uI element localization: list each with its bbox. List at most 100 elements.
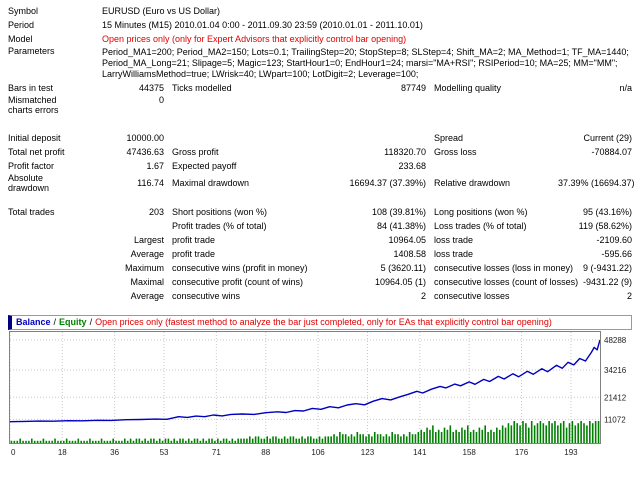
stat-value: 47436.63 — [126, 146, 164, 157]
parameters-label: Parameters — [8, 46, 55, 56]
svg-text:0: 0 — [11, 448, 16, 457]
model-value: Open prices only (only for Expert Adviso… — [102, 33, 407, 44]
row-period: Period 15 Minutes (M15) 2010.01.04 0:00 … — [8, 18, 632, 32]
stat-value: 233.68 — [398, 160, 426, 171]
model-label: Model — [8, 33, 33, 44]
stat-label: Long positions (won %) — [434, 206, 528, 217]
stat-value: 9 (-9431.22) — [582, 262, 632, 273]
stat-value: 116.74 — [137, 177, 164, 188]
stat-label: Short positions (won %) — [172, 206, 268, 217]
stat-value: 118320.70 — [384, 146, 426, 157]
row-symbol: Symbol EURUSD (Euro vs US Dollar) — [8, 4, 632, 18]
svg-text:71: 71 — [212, 448, 221, 457]
symbol-label: Symbol — [8, 5, 39, 16]
svg-text:11072: 11072 — [604, 415, 626, 424]
row-average-trade: Average profit trade 1408.58 loss trade … — [8, 247, 632, 261]
stat-label: loss trade — [434, 248, 474, 259]
stat-value: 10000.00 — [126, 132, 164, 143]
stat-value: -595.66 — [601, 248, 632, 259]
stat-label: profit trade — [172, 248, 216, 259]
stat-label: Loss trades (% of total) — [434, 220, 527, 231]
row-maximum-consecutive: Maximum consecutive wins (profit in mone… — [8, 261, 632, 275]
row-profit-factor: Profit factor 1.67 Expected payoff 233.6… — [8, 159, 632, 173]
symbol-value: EURUSD (Euro vs US Dollar) — [102, 5, 221, 16]
chart-legend: Balance / Equity / Open prices only (fas… — [8, 315, 632, 330]
svg-text:48288: 48288 — [604, 336, 627, 345]
row-drawdown: Absolute drawdown 116.74 Maximal drawdow… — [8, 173, 635, 193]
svg-text:158: 158 — [463, 448, 477, 457]
stat-label: Spread — [434, 132, 464, 143]
stat-label: Gross profit — [172, 146, 219, 157]
row-total-trades: Total trades 203 Short positions (won %)… — [8, 205, 632, 219]
legend-separator: / — [53, 317, 57, 327]
stat-value: 37.39% (16694.37) — [558, 177, 635, 188]
row-largest: Largest profit trade 10964.05 loss trade… — [8, 233, 632, 247]
stat-value: 87749 — [400, 82, 426, 93]
stat-label: Total trades — [8, 206, 55, 217]
stat-value: 10964.05 (1) — [374, 276, 426, 287]
stat-label: Mismatched charts errors — [8, 95, 59, 115]
stat-label: Largest — [133, 234, 164, 245]
stat-label: Modelling quality — [434, 82, 502, 93]
chart-block: Balance / Equity / Open prices only (fas… — [8, 315, 640, 462]
stat-value: n/a — [619, 82, 632, 93]
stat-value: 119 (58.62%) — [578, 220, 632, 231]
strategy-tester-report: Symbol EURUSD (Euro vs US Dollar) Period… — [8, 4, 640, 462]
stat-value: -70884.07 — [591, 146, 632, 157]
stat-value: 95 (43.16%) — [582, 206, 632, 217]
stat-label: consecutive losses (count of losses) — [434, 276, 579, 287]
svg-text:88: 88 — [261, 448, 270, 457]
parameters-value: Period_MA1=200; Period_MA2=150; Lots=0.1… — [102, 47, 629, 79]
stat-label: Profit trades (% of total) — [172, 220, 267, 231]
svg-text:106: 106 — [311, 448, 325, 457]
stat-label: consecutive losses — [434, 290, 510, 301]
stat-value: 2 — [420, 290, 426, 301]
row-model: Model Open prices only (only for Expert … — [8, 32, 632, 46]
stat-label: loss trade — [434, 234, 474, 245]
stat-label: consecutive profit (count of wins) — [172, 276, 304, 287]
stat-value: -2109.60 — [596, 234, 632, 245]
stat-label: profit trade — [172, 234, 216, 245]
stat-label: Absolute drawdown — [8, 173, 50, 193]
stat-label: consecutive losses (loss in money) — [434, 262, 574, 273]
stat-label: consecutive wins — [172, 290, 241, 301]
svg-text:53: 53 — [160, 448, 169, 457]
stat-label: Expected payoff — [172, 160, 237, 171]
row-average-consecutive: Average consecutive wins 2 consecutive l… — [8, 289, 632, 303]
svg-text:34216: 34216 — [604, 366, 627, 375]
row-bars-in-test: Bars in test 44375 Ticks modelled 87749 … — [8, 81, 632, 95]
stat-label: Profit factor — [8, 160, 55, 171]
stat-value: -9431.22 (9) — [582, 276, 632, 287]
stat-value: 10964.05 — [388, 234, 426, 245]
period-label: Period — [8, 19, 35, 30]
spacer — [8, 193, 632, 205]
balance-equity-chart: 0 18 36 53 71 88 106 123 141 158 176 193 48288 34216 2… — [8, 330, 640, 462]
stat-label: Maximal — [130, 276, 164, 287]
stat-value: 1408.58 — [393, 248, 426, 259]
svg-text:141: 141 — [413, 448, 427, 457]
model-note: Open prices only (fastest method to anal… — [95, 317, 552, 327]
stat-label: Ticks modelled — [172, 82, 232, 93]
row-mismatched-errors: Mismatched charts errors 0 — [8, 95, 632, 115]
svg-text:193: 193 — [564, 448, 578, 457]
stat-label: Average — [130, 248, 164, 259]
svg-text:21412: 21412 — [604, 393, 627, 402]
row-parameters: Parameters Period_MA1=200; Period_MA2=15… — [8, 46, 632, 81]
legend-separator: / — [89, 317, 93, 327]
svg-text:36: 36 — [110, 448, 119, 457]
stat-label: Maximal drawdown — [172, 177, 250, 188]
stat-value: 108 (39.81%) — [371, 206, 426, 217]
stat-label: Average — [130, 290, 164, 301]
spacer — [8, 115, 632, 131]
stat-value: 5 (3620.11) — [380, 262, 426, 273]
stat-label: Relative drawdown — [434, 177, 511, 188]
stat-label: Initial deposit — [8, 132, 61, 143]
stat-label: consecutive wins (profit in money) — [172, 262, 308, 273]
row-total-net-profit: Total net profit 47436.63 Gross profit 1… — [8, 145, 632, 159]
stat-value: 44375 — [138, 82, 164, 93]
stat-value: 2 — [626, 290, 632, 301]
svg-text:123: 123 — [361, 448, 375, 457]
row-maximal-consecutive: Maximal consecutive profit (count of win… — [8, 275, 632, 289]
stat-value: 16694.37 (37.39%) — [349, 177, 426, 188]
period-value: 15 Minutes (M15) 2010.01.04 0:00 - 2011.… — [102, 19, 423, 30]
